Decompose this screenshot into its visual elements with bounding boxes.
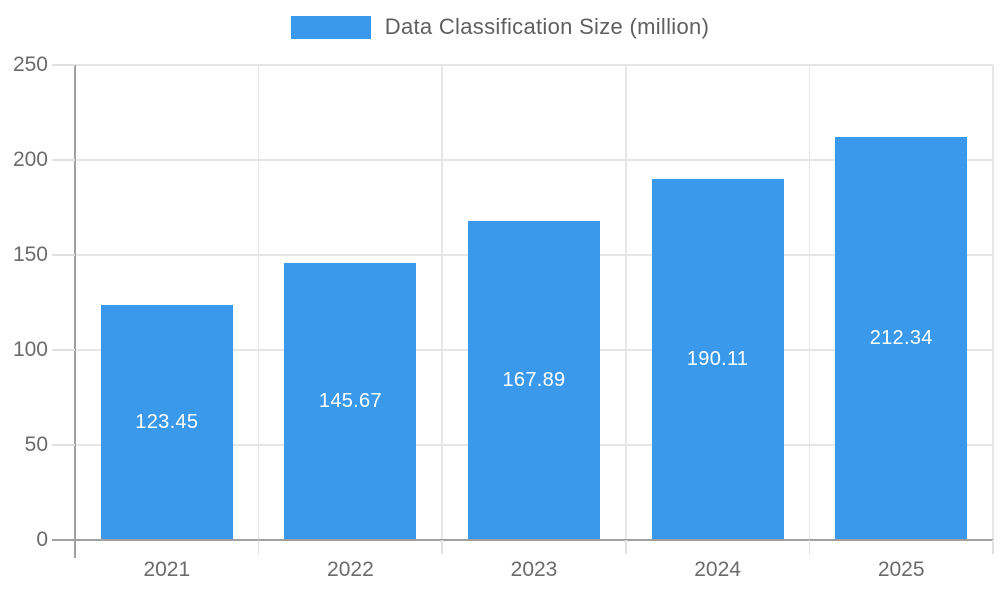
bar-value-label-2021: 123.45 — [135, 411, 199, 434]
legend: Data Classification Size (million) — [0, 14, 1000, 40]
x-axis-label-2025: 2025 — [877, 558, 925, 581]
legend-swatch[interactable] — [290, 15, 371, 39]
gridline-x-2 — [441, 65, 443, 540]
gridline-y-200 — [75, 159, 993, 161]
bar-2021: 123.45 — [100, 305, 233, 540]
bar-2025: 212.34 — [835, 136, 968, 540]
bar-2023: 167.89 — [467, 221, 601, 540]
gridline-x-4 — [808, 65, 811, 540]
x-axis-line — [52, 539, 993, 541]
y-tick-150 — [52, 254, 75, 256]
x-tick-1 — [257, 540, 260, 554]
bar-2022: 145.67 — [284, 263, 417, 540]
y-tick-50 — [52, 444, 75, 446]
y-axis-label-150: 150 — [12, 243, 48, 266]
bar-2024: 190.11 — [651, 178, 784, 540]
gridline-y-250 — [75, 64, 993, 66]
x-axis-label-2023: 2023 — [510, 558, 558, 581]
x-tick-5 — [992, 540, 994, 554]
gridline-x-5 — [992, 65, 994, 540]
bar-value-label-2023: 167.89 — [502, 369, 566, 391]
bar-value-label-2025: 212.34 — [869, 326, 933, 349]
y-axis-label-100: 100 — [12, 338, 48, 361]
gridline-x-3 — [625, 65, 627, 540]
y-tick-250 — [52, 64, 75, 66]
x-tick-2 — [441, 540, 443, 554]
x-tick-3 — [625, 540, 627, 554]
y-axis-label-250: 250 — [12, 53, 48, 76]
x-axis-label-2021: 2021 — [143, 558, 191, 581]
bar-value-label-2024: 190.11 — [686, 347, 749, 370]
y-axis-label-200: 200 — [12, 148, 48, 171]
plot-area: 123.45 145.67 167.89 190.11 212.34 — [75, 64, 994, 540]
gridline-x-1 — [257, 65, 260, 540]
y-tick-200 — [52, 159, 75, 161]
bar-value-label-2022: 145.67 — [318, 390, 382, 413]
legend-label[interactable]: Data Classification Size (million) — [384, 14, 710, 39]
x-axis-label-2024: 2024 — [694, 558, 741, 581]
x-axis-label-2022: 2022 — [327, 558, 374, 581]
x-tick-4 — [808, 540, 811, 554]
y-axis-label-0: 0 — [36, 528, 48, 551]
y-axis-line — [74, 65, 76, 558]
y-tick-100 — [52, 349, 75, 351]
y-axis-label-50: 50 — [24, 433, 48, 456]
